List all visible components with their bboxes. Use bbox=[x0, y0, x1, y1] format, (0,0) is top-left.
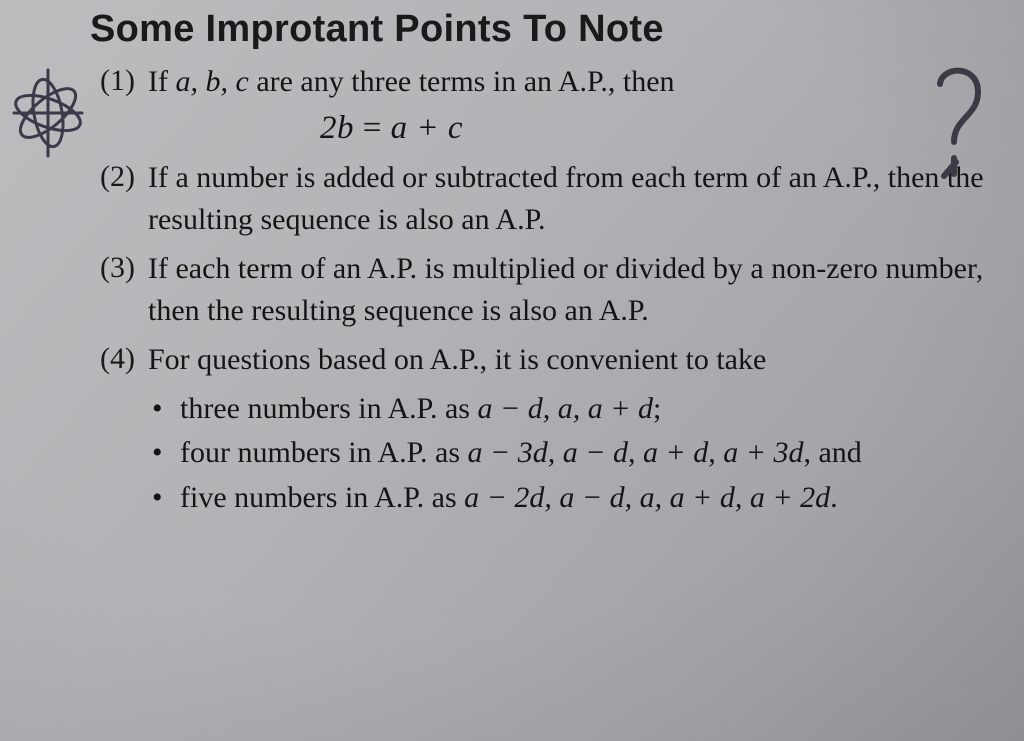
point-text: If a number is added or subtracted from … bbox=[148, 157, 984, 242]
page-title: Some Improtant Points To Note bbox=[90, 8, 984, 51]
bullet-item: • three numbers in A.P. as a − d, a, a +… bbox=[152, 388, 984, 431]
question-mark-doodle-icon bbox=[924, 56, 994, 186]
point-number: (3) bbox=[100, 248, 148, 289]
math-vars: a, b, c bbox=[175, 65, 248, 98]
point-text: For questions based on A.P., it is conve… bbox=[148, 339, 984, 382]
point-number: (2) bbox=[100, 157, 148, 198]
formula-rhs: a + c bbox=[391, 110, 463, 146]
math-expr: a − d, a, a + d bbox=[477, 392, 653, 425]
bullet-text: five numbers in A.P. as a − 2d, a − d, a… bbox=[180, 477, 984, 520]
text-segment: three numbers in A.P. as bbox=[180, 392, 477, 425]
text-segment: If bbox=[148, 65, 175, 98]
bullet-text: four numbers in A.P. as a − 3d, a − d, a… bbox=[180, 432, 984, 475]
bullet-icon: • bbox=[152, 432, 180, 475]
point-1: (1) If a, b, c are any three terms in an… bbox=[100, 61, 984, 104]
point-4: (4) For questions based on A.P., it is c… bbox=[100, 339, 984, 382]
text-segment: five numbers in A.P. as bbox=[180, 481, 464, 514]
point-text: If each term of an A.P. is multiplied or… bbox=[148, 248, 984, 333]
text-segment: , and bbox=[803, 436, 861, 469]
star-doodle-icon bbox=[4, 58, 92, 168]
text-segment: are any three terms in an A.P., then bbox=[249, 65, 675, 98]
formula: 2b = a + c bbox=[320, 110, 984, 147]
bullet-icon: • bbox=[152, 477, 180, 520]
math-expr: a − 2d, a − d, a, a + d, a + 2d bbox=[464, 481, 830, 514]
bullet-text: three numbers in A.P. as a − d, a, a + d… bbox=[180, 388, 984, 431]
point-number: (1) bbox=[100, 61, 148, 102]
formula-lhs: 2b bbox=[320, 110, 354, 146]
point-3: (3) If each term of an A.P. is multiplie… bbox=[100, 248, 984, 333]
bullet-item: • four numbers in A.P. as a − 3d, a − d,… bbox=[152, 432, 984, 475]
bullet-icon: • bbox=[152, 388, 180, 431]
point-text: If a, b, c are any three terms in an A.P… bbox=[148, 61, 984, 104]
document-page: Some Improtant Points To Note (1) If a bbox=[0, 0, 1024, 741]
point-number: (4) bbox=[100, 339, 148, 380]
formula-eq: = bbox=[354, 110, 391, 146]
math-expr: a − 3d, a − d, a + d, a + 3d bbox=[468, 436, 804, 469]
text-segment: . bbox=[830, 481, 838, 514]
text-segment: ; bbox=[653, 392, 661, 425]
point-2: (2) If a number is added or subtracted f… bbox=[100, 157, 984, 242]
text-segment: four numbers in A.P. as bbox=[180, 436, 468, 469]
bullet-item: • five numbers in A.P. as a − 2d, a − d,… bbox=[152, 477, 984, 520]
